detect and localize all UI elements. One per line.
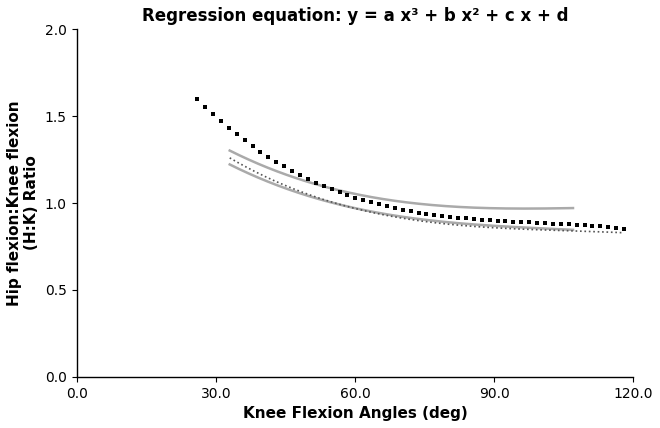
- X-axis label: Knee Flexion Angles (deg): Knee Flexion Angles (deg): [243, 406, 467, 421]
- Title: Regression equation: y = a x³ + b x² + c x + d: Regression equation: y = a x³ + b x² + c…: [142, 7, 568, 25]
- Y-axis label: Hip flexion:Knee flexion
(H:K) Ratio: Hip flexion:Knee flexion (H:K) Ratio: [7, 100, 40, 306]
